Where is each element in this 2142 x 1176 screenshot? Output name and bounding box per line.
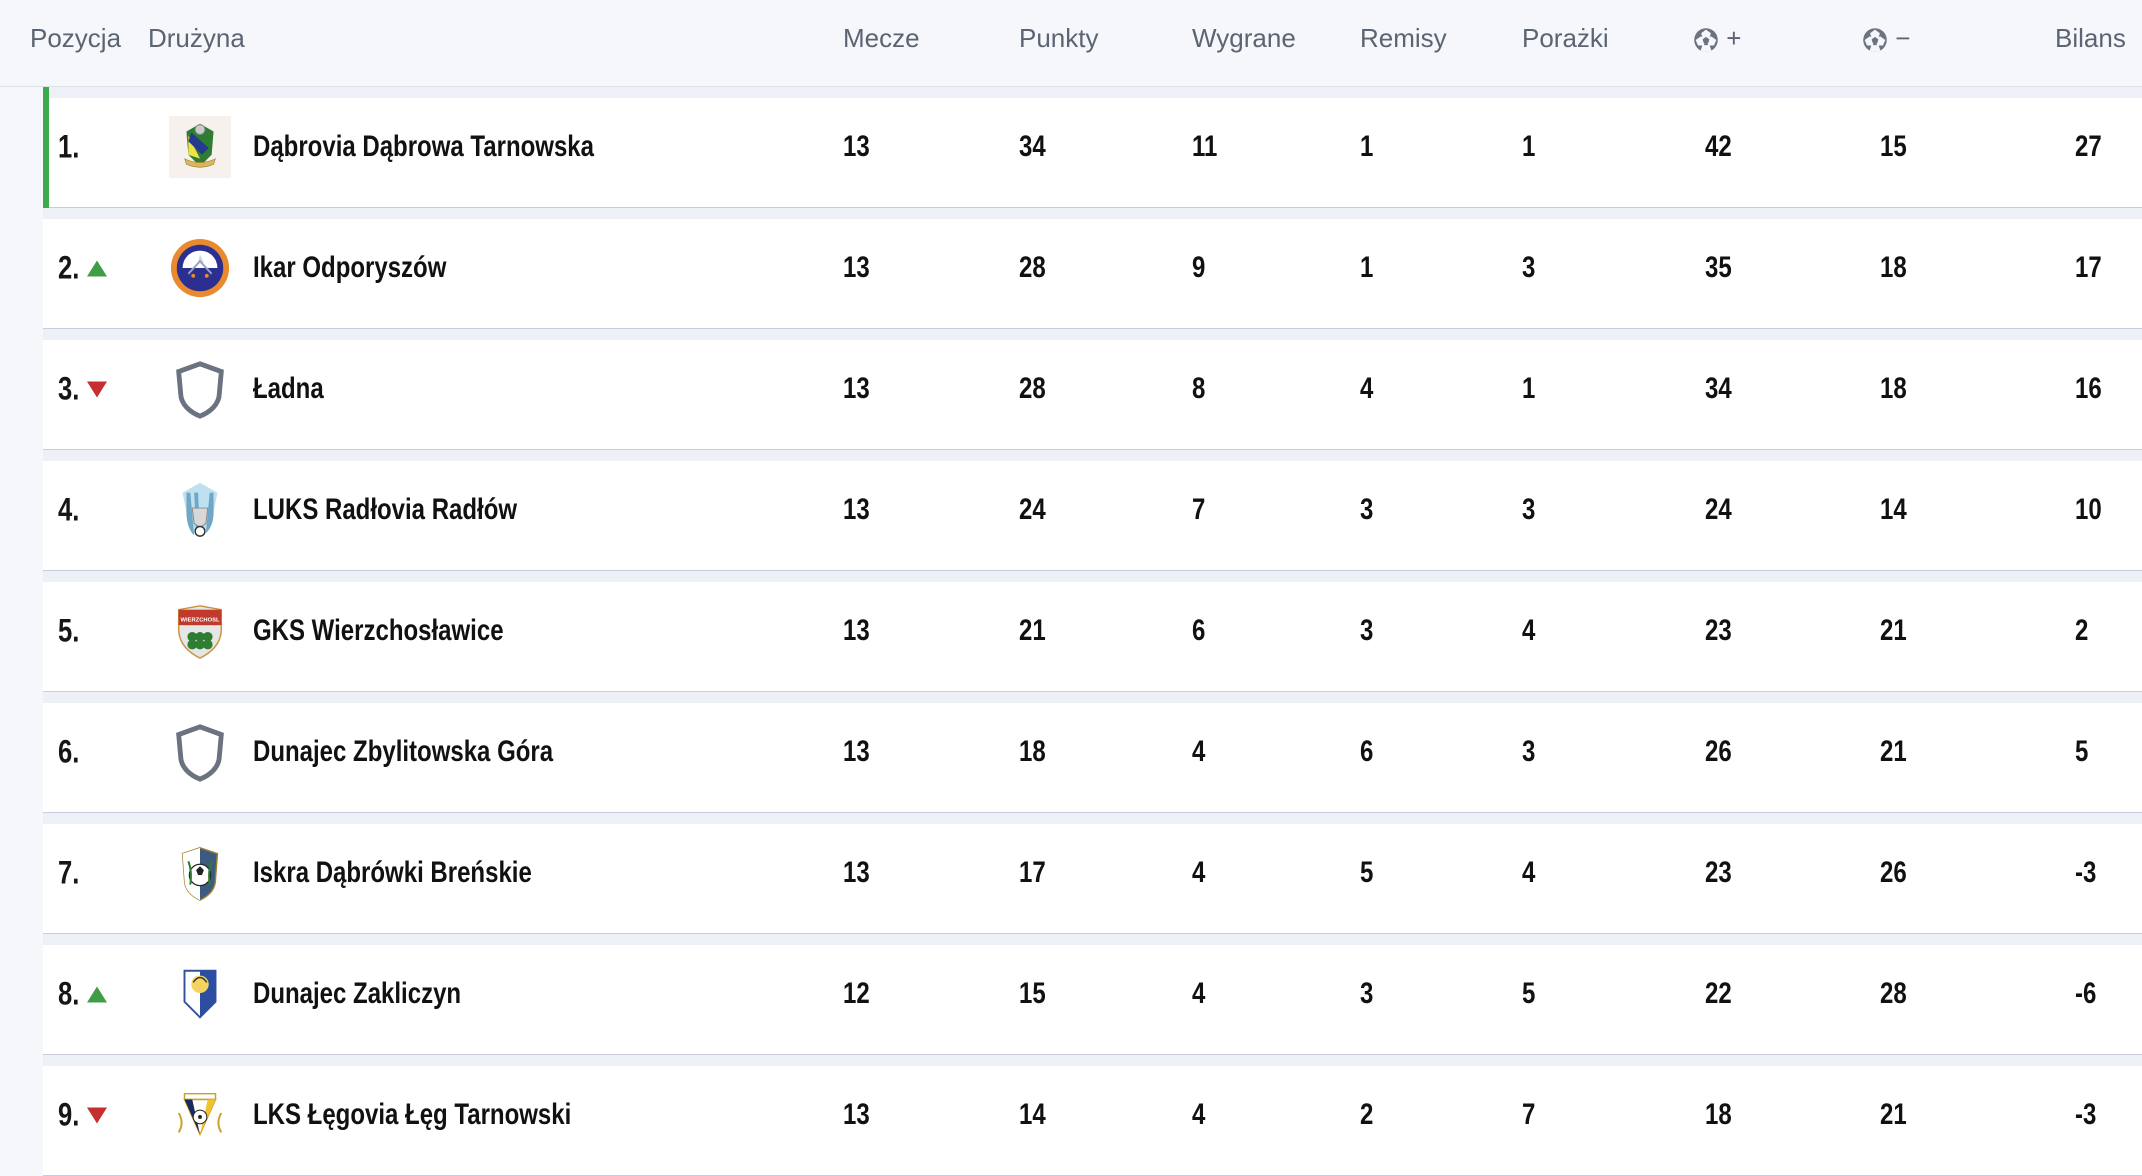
svg-text:WIERZCHOSL: WIERZCHOSL <box>181 617 220 623</box>
